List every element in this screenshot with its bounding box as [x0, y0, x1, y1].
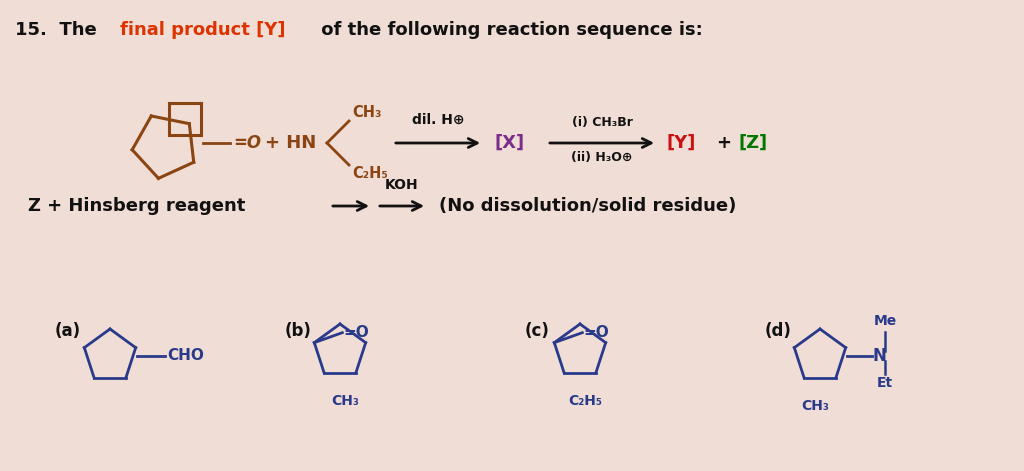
Text: N: N: [873, 347, 887, 365]
Text: [X]: [X]: [495, 134, 525, 152]
Text: KOH: KOH: [385, 178, 419, 192]
Text: dil. H⊕: dil. H⊕: [412, 113, 464, 127]
Text: final product [Y]: final product [Y]: [120, 21, 286, 39]
Text: (b): (b): [285, 322, 312, 340]
Text: 15.  The: 15. The: [15, 21, 103, 39]
Text: (ii) H₃O⊕: (ii) H₃O⊕: [571, 151, 633, 164]
Text: C₂H₅: C₂H₅: [352, 166, 388, 181]
Text: (a): (a): [55, 322, 81, 340]
Text: [Z]: [Z]: [739, 134, 768, 152]
Text: =O: =O: [584, 325, 609, 340]
Text: Me: Me: [873, 314, 897, 328]
Text: Et: Et: [877, 376, 893, 390]
Text: CH₃: CH₃: [352, 105, 381, 120]
Text: =O: =O: [343, 325, 369, 340]
Text: (c): (c): [525, 322, 550, 340]
Text: CHO: CHO: [167, 349, 204, 364]
Text: of the following reaction sequence is:: of the following reaction sequence is:: [315, 21, 702, 39]
Text: Z + Hinsberg reagent: Z + Hinsberg reagent: [28, 197, 246, 215]
Text: [Y]: [Y]: [667, 134, 696, 152]
Text: CH₃: CH₃: [801, 399, 829, 413]
Text: (No dissolution/solid residue): (No dissolution/solid residue): [439, 197, 736, 215]
Text: (i) CH₃Br: (i) CH₃Br: [571, 116, 633, 129]
Text: + HN: + HN: [265, 134, 316, 152]
Text: +: +: [717, 134, 738, 152]
Text: =O: =O: [233, 134, 261, 152]
Text: C₂H₅: C₂H₅: [568, 394, 602, 408]
Text: CH₃: CH₃: [331, 394, 359, 408]
Text: (d): (d): [765, 322, 792, 340]
